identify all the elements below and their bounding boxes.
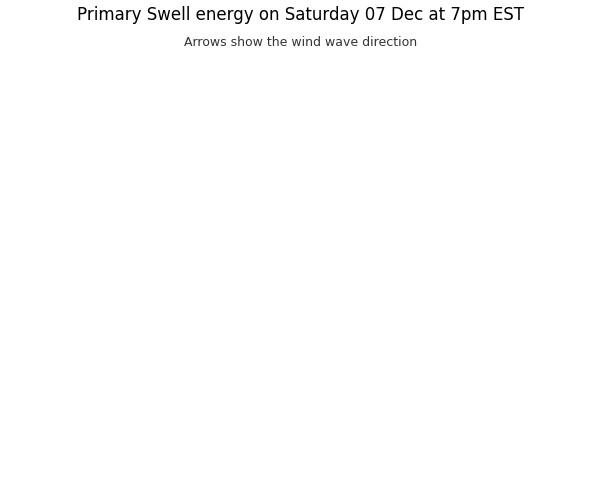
Text: Requires cartopy: Requires cartopy [242,263,359,277]
Text: Arrows show the wind wave direction: Arrows show the wind wave direction [184,36,417,48]
Text: Primary Swell energy on Saturday 07 Dec at 7pm EST: Primary Swell energy on Saturday 07 Dec … [77,6,524,24]
